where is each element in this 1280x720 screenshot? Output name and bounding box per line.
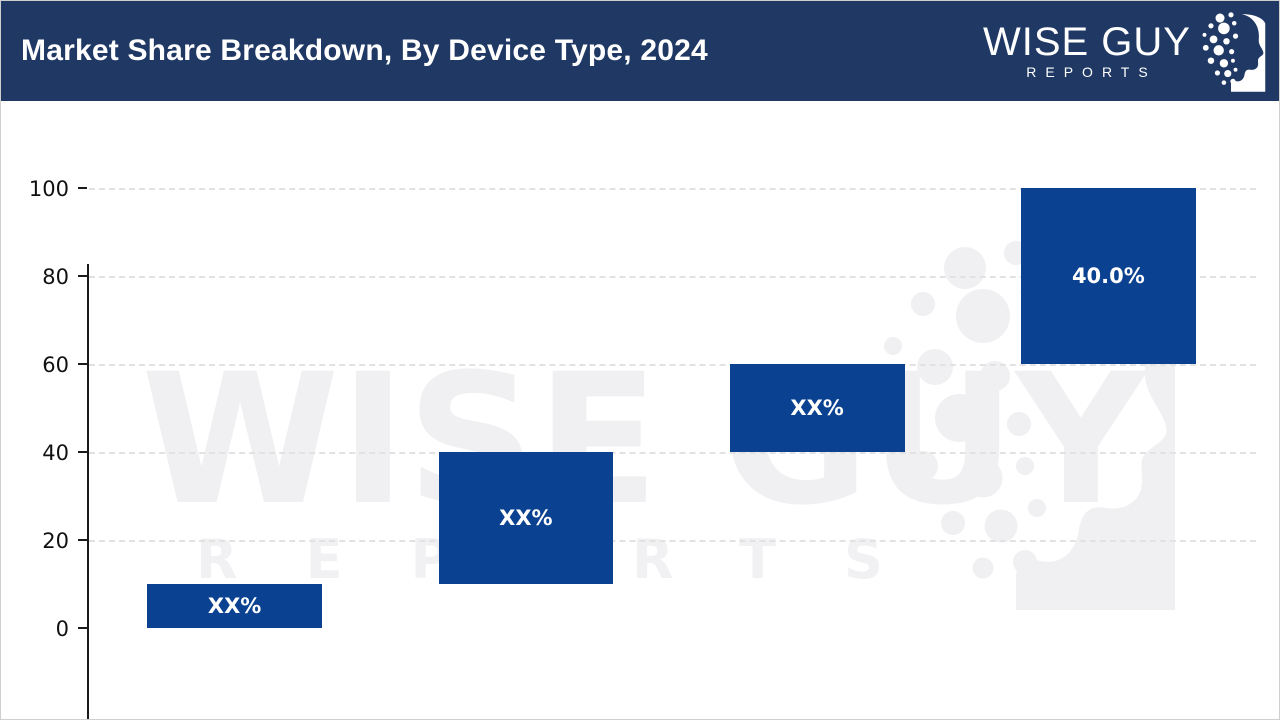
bar-sauna-systems: XX% <box>147 584 322 628</box>
y-tick-label: 60 <box>42 353 69 377</box>
logo-text: WISE GUY REPORTS <box>983 22 1191 80</box>
y-tick-label: 20 <box>42 529 69 553</box>
bar-value-label: XX% <box>790 396 844 420</box>
bar-value-label: XX% <box>499 506 553 530</box>
y-gridline-100 <box>89 188 1256 190</box>
y-tick-mark <box>78 363 87 365</box>
y-tick-mark <box>78 451 87 453</box>
logo-head-icon <box>1202 12 1266 92</box>
bar-hydrotherapy: 40.0% <box>1021 188 1196 364</box>
y-tick-label: 40 <box>42 441 69 465</box>
y-tick-mark <box>78 627 87 629</box>
y-gridline-40 <box>89 452 1256 454</box>
watermark-wordmark: WISE GUY <box>141 336 1147 545</box>
logo-wordmark: WISE GUY <box>982 20 1191 64</box>
y-gridline-20 <box>89 540 1256 542</box>
bar-value-label: XX% <box>207 594 262 618</box>
y-axis-line <box>87 264 89 719</box>
bar-aromatherapy: XX% <box>729 364 905 452</box>
y-tick-label: 100 <box>28 177 69 201</box>
y-tick-mark <box>78 275 87 277</box>
y-tick-mark <box>78 187 87 189</box>
y-tick-label: 0 <box>55 617 69 641</box>
header-band: Market Share Breakdown, By Device Type, … <box>1 1 1279 101</box>
bar-value-label: 40.0% <box>1071 264 1145 288</box>
y-tick-label: 80 <box>42 265 69 289</box>
wise-guy-reports-logo: WISE GUY REPORTS <box>983 9 1267 93</box>
y-tick-mark <box>78 539 87 541</box>
chart-area: WISE GUY REPORTS 020406080100Sauna Syste… <box>1 101 1279 719</box>
chart-title: Market Share Breakdown, By Device Type, … <box>21 34 708 67</box>
y-gridline-80 <box>89 276 1256 278</box>
y-gridline-60 <box>89 364 1256 366</box>
logo-subtitle: REPORTS <box>1026 64 1157 80</box>
bar-massage-equipment: XX% <box>438 452 614 584</box>
